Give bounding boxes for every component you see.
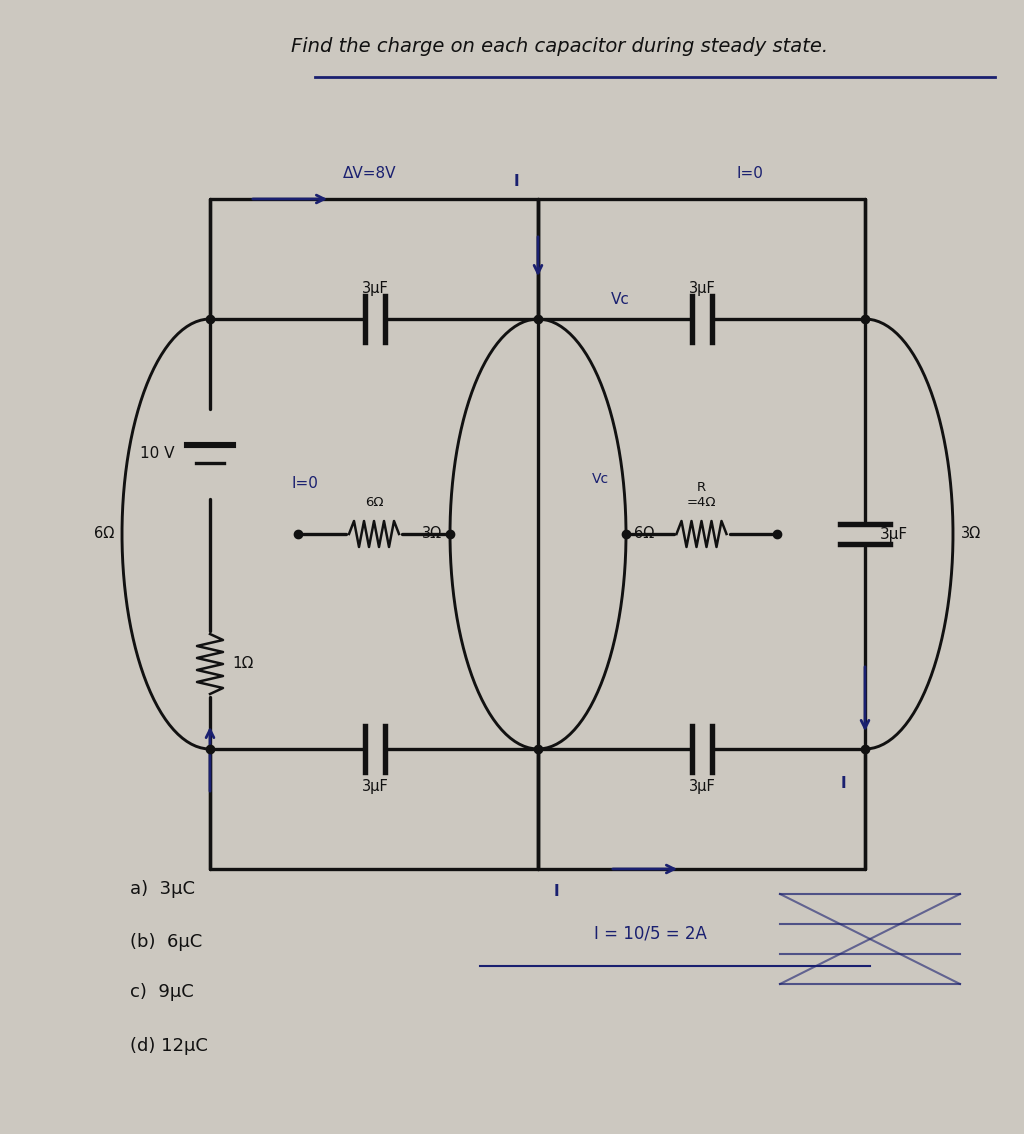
Text: 3Ω: 3Ω bbox=[422, 526, 442, 542]
Text: 6Ω: 6Ω bbox=[634, 526, 654, 542]
Text: I=0: I=0 bbox=[736, 167, 764, 181]
Text: 3μF: 3μF bbox=[880, 526, 908, 542]
Text: a)  3μC: a) 3μC bbox=[130, 880, 195, 898]
Text: 1Ω: 1Ω bbox=[232, 657, 253, 671]
Text: I: I bbox=[840, 777, 846, 792]
Text: I=0: I=0 bbox=[292, 476, 318, 491]
Text: (b)  6μC: (b) 6μC bbox=[130, 933, 203, 951]
Text: Vc: Vc bbox=[610, 291, 630, 306]
Text: I: I bbox=[553, 883, 559, 898]
Text: Vc: Vc bbox=[592, 472, 608, 486]
Text: 3μF: 3μF bbox=[688, 281, 716, 296]
Text: ΔV=8V: ΔV=8V bbox=[343, 167, 396, 181]
Text: I: I bbox=[513, 174, 519, 188]
Text: 3μF: 3μF bbox=[688, 779, 716, 794]
Text: 10 V: 10 V bbox=[140, 447, 175, 462]
Text: 3μF: 3μF bbox=[361, 281, 388, 296]
Text: c)  9μC: c) 9μC bbox=[130, 983, 194, 1001]
Text: Find the charge on each capacitor during steady state.: Find the charge on each capacitor during… bbox=[292, 36, 828, 56]
Text: 6Ω: 6Ω bbox=[365, 496, 383, 509]
Text: 3Ω: 3Ω bbox=[961, 526, 981, 542]
Text: (d) 12μC: (d) 12μC bbox=[130, 1036, 208, 1055]
Text: I = 10/5 = 2A: I = 10/5 = 2A bbox=[594, 925, 707, 943]
Text: 3μF: 3μF bbox=[361, 779, 388, 794]
Text: R
=4Ω: R =4Ω bbox=[687, 481, 716, 509]
Text: 6Ω: 6Ω bbox=[94, 526, 114, 542]
